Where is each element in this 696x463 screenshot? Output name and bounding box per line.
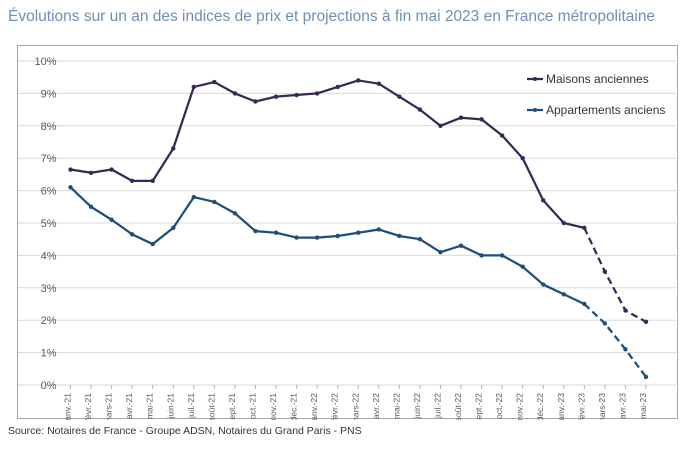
svg-text:mars-23: mars-23 xyxy=(597,393,607,420)
svg-text:nov.-22: nov.-22 xyxy=(515,393,525,420)
svg-text:déc.-22: déc.-22 xyxy=(535,393,545,420)
svg-text:juin-21: juin-21 xyxy=(165,393,175,420)
svg-text:10%: 10% xyxy=(34,56,56,68)
svg-text:avr.-23: avr.-23 xyxy=(617,393,627,419)
svg-text:5%: 5% xyxy=(41,218,57,230)
svg-text:4%: 4% xyxy=(41,250,57,262)
svg-text:janv.-21: janv.-21 xyxy=(63,393,73,420)
svg-text:0%: 0% xyxy=(41,380,57,392)
svg-text:sept.-22: sept.-22 xyxy=(474,393,484,420)
svg-text:8%: 8% xyxy=(41,121,57,133)
svg-text:9%: 9% xyxy=(41,88,57,100)
svg-text:juin-22: juin-22 xyxy=(412,393,422,420)
svg-text:déc.-21: déc.-21 xyxy=(289,393,299,420)
svg-text:avr.-21: avr.-21 xyxy=(124,393,134,419)
svg-text:7%: 7% xyxy=(41,153,57,165)
svg-text:Appartements anciens: Appartements anciens xyxy=(546,103,665,117)
svg-text:oct.-22: oct.-22 xyxy=(494,393,504,419)
svg-text:3%: 3% xyxy=(41,283,57,295)
svg-text:1%: 1% xyxy=(41,348,57,360)
svg-text:mai-21: mai-21 xyxy=(145,393,155,419)
svg-text:Maisons anciennes: Maisons anciennes xyxy=(546,72,649,86)
svg-text:juil.-22: juil.-22 xyxy=(432,393,442,419)
svg-text:août-21: août-21 xyxy=(206,393,216,420)
svg-text:janv.-22: janv.-22 xyxy=(309,393,319,420)
svg-text:mars-21: mars-21 xyxy=(104,393,114,420)
svg-text:avr.-22: avr.-22 xyxy=(371,393,381,419)
svg-text:févr.-21: févr.-21 xyxy=(83,393,93,420)
svg-text:mai-23: mai-23 xyxy=(638,393,648,419)
svg-text:janv.-23: janv.-23 xyxy=(556,393,566,420)
svg-text:sept.-21: sept.-21 xyxy=(227,393,237,420)
svg-text:juil.-21: juil.-21 xyxy=(186,393,196,419)
svg-text:2%: 2% xyxy=(41,315,57,327)
svg-text:févr.-22: févr.-22 xyxy=(330,393,340,420)
svg-text:mars-22: mars-22 xyxy=(350,393,360,420)
svg-text:août-22: août-22 xyxy=(453,393,463,420)
svg-text:oct.-21: oct.-21 xyxy=(247,393,257,419)
svg-text:nov.-21: nov.-21 xyxy=(268,393,278,420)
svg-text:6%: 6% xyxy=(41,186,57,198)
svg-text:févr.-23: févr.-23 xyxy=(576,393,586,420)
svg-text:mai-22: mai-22 xyxy=(391,393,401,419)
